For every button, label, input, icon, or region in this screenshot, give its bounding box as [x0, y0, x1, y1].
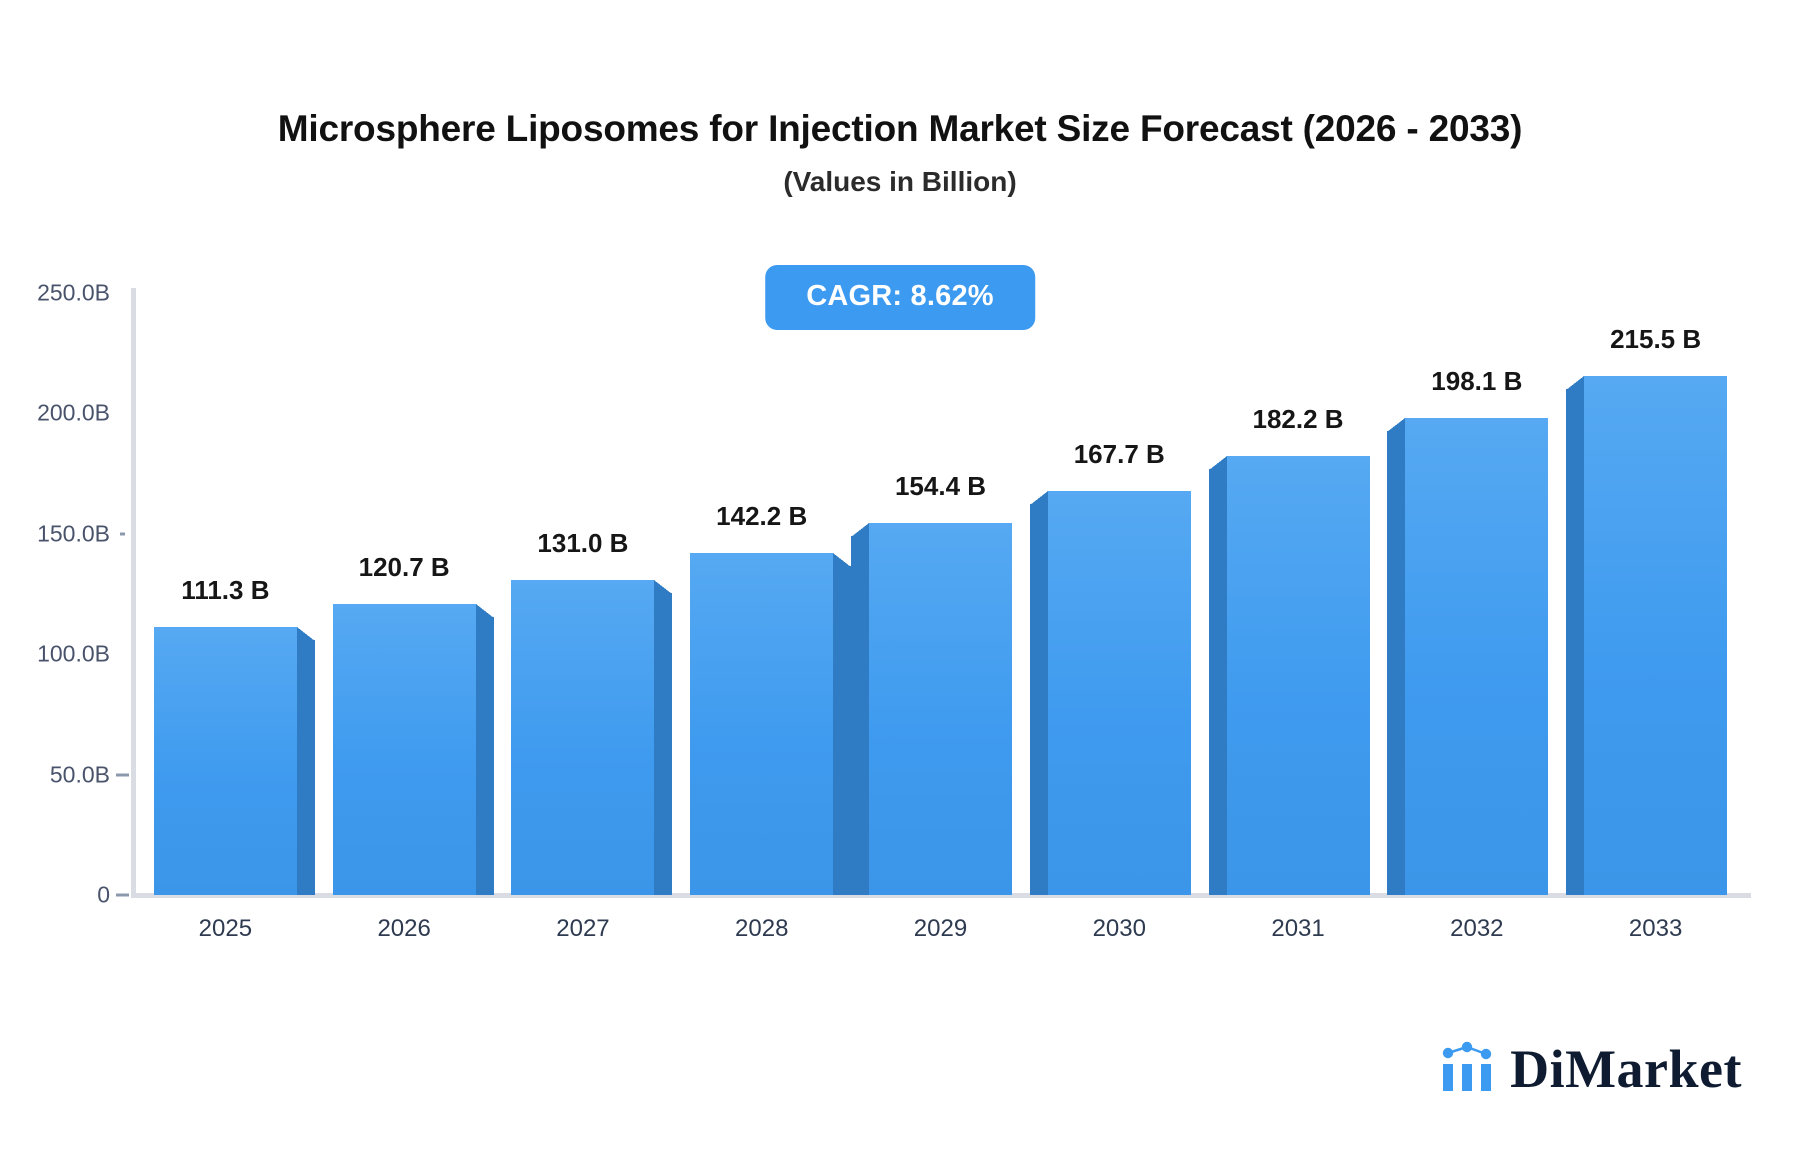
bar[interactable] [153, 626, 315, 895]
bar-side-face [475, 617, 494, 895]
bar-top-bevel [833, 552, 852, 567]
bar-front-face [690, 552, 834, 895]
bar-value-label: 111.3 B [181, 574, 270, 605]
bar[interactable] [1029, 491, 1191, 895]
y-axis-tick-label: 0 [97, 881, 110, 908]
x-axis-tick-label: 2031 [1271, 915, 1325, 942]
bar-top-bevel [1387, 417, 1406, 432]
x-axis-tick-label: 2026 [377, 915, 431, 942]
bar-front-face [153, 626, 297, 895]
bar-front-face [332, 604, 476, 895]
bar-value-label: 131.0 B [537, 527, 629, 558]
title-block: Microsphere Liposomes for Injection Mark… [0, 108, 1800, 198]
bar-side-face [1387, 430, 1406, 895]
bar[interactable] [1208, 456, 1370, 895]
bar-front-face [511, 579, 655, 895]
logo-text: DiMarket [1510, 1038, 1742, 1099]
cagr-badge: CAGR: 8.62% [765, 265, 1035, 330]
y-axis-tick-mark [116, 773, 129, 777]
x-axis-tick-label: 2033 [1628, 915, 1683, 942]
bar-top-bevel [851, 523, 869, 538]
bar-side-face [296, 639, 315, 895]
bar-front-face [1405, 417, 1549, 895]
x-axis-tick-label: 2028 [735, 915, 789, 942]
bar-top-bevel [1208, 456, 1227, 471]
bar-side-face [1029, 504, 1048, 895]
bar-front-face [869, 523, 1012, 895]
bar-top-bevel [1566, 376, 1585, 391]
bar-top-bevel [654, 579, 673, 594]
bar-chart-icon [1440, 1040, 1496, 1097]
x-axis-tick-label: 2027 [556, 915, 610, 942]
bar-top-bevel [475, 604, 494, 619]
bar-front-face [1226, 456, 1370, 895]
bar-top-bevel [296, 626, 315, 641]
y-axis-tick-label: 200.0B [37, 399, 110, 426]
x-axis-tick-label: 2030 [1092, 915, 1146, 942]
x-axis-tick-label: 2025 [198, 915, 253, 942]
y-axis-tick-label: 100.0B [37, 640, 110, 667]
bar-top-bevel [1029, 491, 1048, 506]
y-axis-tick-mark [116, 893, 129, 897]
bar-value-label: 167.7 B [1073, 439, 1165, 470]
y-axis-tick-label: 250.0B [37, 279, 110, 306]
bar-side-face [654, 592, 673, 895]
bar[interactable] [1566, 376, 1728, 895]
bar[interactable] [1387, 417, 1549, 895]
y-axis-tick-label: 150.0B [37, 520, 110, 547]
x-axis-tick-label: 2029 [913, 915, 968, 942]
bar-side-face [833, 565, 852, 895]
bar-front-face [1584, 376, 1728, 895]
y-axis-line [131, 288, 136, 896]
bar-value-label: 120.7 B [358, 552, 450, 583]
y-axis-tick-mark [120, 532, 125, 536]
bar-value-label: 198.1 B [1431, 365, 1523, 396]
bar[interactable] [690, 552, 852, 895]
bar-value-label: 154.4 B [894, 471, 987, 502]
brand-logo: DiMarket [1440, 1040, 1742, 1097]
y-axis-tick-label: 50.0B [49, 761, 110, 788]
bar-front-face [1047, 491, 1191, 895]
bar-value-label: 215.5 B [1610, 324, 1702, 355]
x-axis-tick-label: 2032 [1450, 915, 1504, 942]
bar-side-face [1566, 389, 1585, 895]
page-title: Microsphere Liposomes for Injection Mark… [277, 108, 1523, 149]
bar[interactable] [332, 604, 494, 895]
bar-value-label: 182.2 B [1252, 404, 1344, 435]
bar-side-face [851, 536, 869, 895]
bar[interactable] [511, 579, 673, 895]
x-axis-line [131, 893, 1751, 898]
bar-value-label: 142.2 B [716, 500, 808, 531]
chart-subtitle: (Values in Billion) [783, 165, 1017, 197]
bar-side-face [1208, 469, 1227, 895]
bar[interactable] [851, 523, 1012, 895]
